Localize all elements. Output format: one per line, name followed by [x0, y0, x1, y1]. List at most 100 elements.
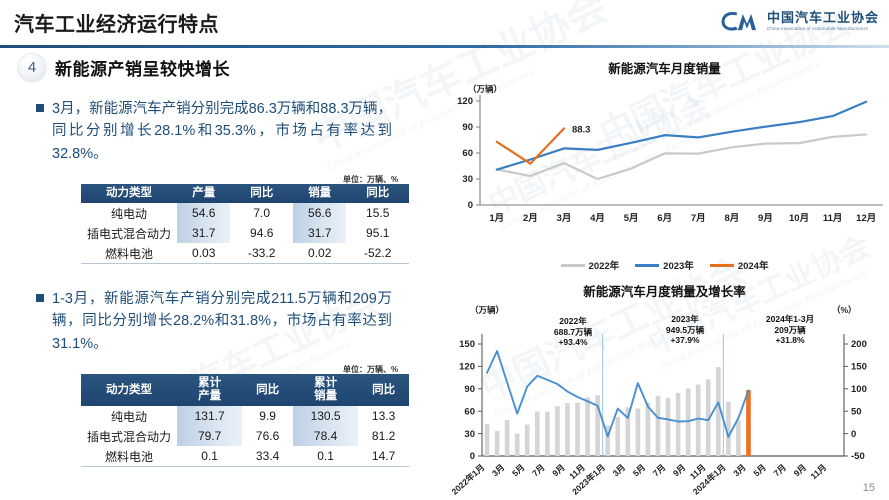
- svg-text:11月: 11月: [823, 213, 843, 224]
- table-header-row: 动力类型 累计 产量 同比 累计 销量 同比: [81, 374, 409, 407]
- svg-text:120: 120: [459, 362, 475, 373]
- logo-text-cn: 中国汽车工业协会: [766, 9, 879, 25]
- ann-title: 2024年1-3月: [765, 314, 815, 324]
- cell-production-yoy: 7.0: [253, 206, 271, 221]
- table-row: 燃料电池 0.03 -33.2 0.02 -52.2: [81, 243, 409, 265]
- svg-text:2月: 2月: [523, 213, 538, 224]
- th-production: 产量: [177, 184, 231, 204]
- table-cumulative: 动力类型 累计 产量 同比 累计 销量 同比 纯电动 131.7: [81, 374, 409, 468]
- cell-production-yoy: 33.4: [242, 446, 293, 468]
- th-line1: 累计: [314, 377, 338, 389]
- th-line1: 累计: [198, 377, 222, 389]
- svg-text:9月: 9月: [671, 462, 688, 478]
- svg-text:-50: -50: [851, 451, 865, 462]
- legend-swatch-2023: [635, 263, 660, 267]
- caam-logo: 中国汽车工业协会 China Association of Automobile…: [719, 8, 879, 34]
- left-content: 3月，新能源汽车产销分别完成86.3万辆和88.3万辆，同比分别增长28.1%和…: [0, 90, 440, 500]
- svg-text:120: 120: [457, 96, 473, 107]
- cell-production: 0.1: [177, 446, 243, 468]
- chart-2-annotation-2022: 2022年 688.7万辆 +93.4%: [518, 316, 628, 348]
- th-production-yoy: 同比: [242, 374, 293, 407]
- cell-production: 0.03: [177, 243, 231, 265]
- unit-label-2: 单位：万辆、%: [343, 365, 399, 374]
- bullet-square-icon: [36, 104, 44, 112]
- svg-text:150: 150: [851, 362, 867, 373]
- svg-text:100: 100: [851, 384, 867, 395]
- page-number: 15: [862, 482, 875, 494]
- svg-text:9月: 9月: [550, 462, 567, 478]
- cell-type: 插电式混合动力: [86, 226, 171, 241]
- th-sales: 销量: [292, 184, 347, 204]
- section-number-badge: 4: [18, 53, 46, 81]
- chart-1-legend: 2022年 2023年 2024年: [440, 258, 889, 272]
- header-divider: [0, 45, 889, 48]
- legend-item-2024: 2024年: [709, 258, 769, 272]
- section-title: 新能源产销呈较快增长: [55, 59, 230, 79]
- ann-line2: 209万辆: [774, 324, 806, 335]
- cell-sales: 31.7: [292, 223, 347, 244]
- th-production-yoy: 同比: [230, 184, 293, 204]
- unit-label-1: 单位：万辆、%: [343, 175, 399, 184]
- chart-2-y-unit-left: （万辆）: [470, 305, 505, 315]
- caam-logo-icon: [721, 11, 757, 31]
- legend-item-2023: 2023年: [635, 258, 694, 272]
- svg-text:9月: 9月: [758, 213, 773, 224]
- cell-sales: 78.4: [292, 426, 359, 447]
- cell-production: 54.6: [177, 203, 231, 224]
- svg-text:88.3: 88.3: [572, 124, 591, 135]
- svg-text:12月: 12月: [856, 213, 876, 224]
- table-row: 燃料电池 0.1 33.4 0.1 14.7: [81, 446, 409, 468]
- cell-sales: 56.6: [292, 203, 347, 224]
- svg-text:6月: 6月: [657, 213, 672, 224]
- cell-sales-yoy: -52.2: [346, 243, 409, 265]
- ann-line3: +37.9%: [670, 335, 700, 346]
- chart-2-y-unit-right: （%）: [832, 305, 857, 315]
- svg-text:7月: 7月: [530, 462, 547, 478]
- cell-sales: 130.5: [292, 406, 359, 427]
- table-header-row: 动力类型 产量 同比 销量 同比: [81, 184, 409, 204]
- cell-type: 插电式混合动力: [86, 429, 171, 444]
- chart-2-annotation-2024: 2024年1-3月 209万辆 +31.8%: [730, 314, 850, 346]
- svg-text:3月: 3月: [611, 462, 628, 478]
- ann-title: 2022年: [559, 316, 587, 326]
- svg-text:3月: 3月: [731, 462, 748, 478]
- svg-text:7月: 7月: [691, 213, 706, 224]
- svg-text:90: 90: [464, 384, 475, 395]
- chart-1-canvas: 0 30 60 90 120 1月 2月 3月 4月 5月 6月 7月 8月 9月 10月 11月 12月 88.…: [457, 95, 883, 224]
- ann-line2: 949.5万辆: [665, 324, 705, 335]
- legend-label-2024: 2024年: [737, 261, 769, 272]
- legend-label-2022: 2022年: [588, 261, 620, 272]
- cell-sales-yoy: 81.2: [371, 429, 396, 444]
- cell-sales: 0.1: [292, 446, 359, 468]
- cell-production-yoy: 94.6: [250, 226, 274, 241]
- chart-2-title: 新能源汽车月度销量及增长率: [583, 285, 746, 299]
- cell-production: 79.7: [177, 426, 243, 447]
- chart-1-y-unit: （万辆）: [468, 84, 503, 94]
- legend-swatch-2024: [709, 263, 734, 267]
- page-title: 汽车工业经济运行特点: [14, 14, 219, 36]
- right-content: 新能源汽车月度销量 （万辆） 0 30 60 90 120 1月 2月 3月 4月 5月 6月 7月 8…: [440, 48, 889, 500]
- section-heading: 4 新能源产销呈较快增长: [18, 53, 230, 81]
- svg-text:0: 0: [851, 429, 856, 440]
- svg-text:200: 200: [851, 339, 867, 350]
- svg-text:8月: 8月: [724, 213, 739, 224]
- ann-line3: +93.4%: [558, 337, 588, 348]
- bullet-square-icon: [36, 294, 44, 302]
- svg-text:9月: 9月: [792, 462, 809, 478]
- svg-text:3月: 3月: [490, 462, 507, 478]
- bullet-item-1: 3月，新能源汽车产销分别完成86.3万辆和88.3万辆，同比分别增长28.1%和…: [36, 98, 392, 165]
- ann-line3: +31.8%: [775, 335, 805, 346]
- cell-production-yoy: 9.9: [259, 409, 276, 424]
- cell-sales-yoy: 15.5: [366, 206, 390, 221]
- svg-text:7月: 7月: [651, 462, 668, 478]
- svg-text:1月: 1月: [489, 213, 504, 224]
- cell-production-yoy: -33.2: [230, 243, 293, 265]
- legend-swatch-2022: [560, 263, 585, 267]
- table-row: 纯电动 131.7 9.9 130.5 13.3: [81, 406, 409, 427]
- th-line2: 产量: [198, 390, 222, 403]
- ann-line2: 688.7万辆: [553, 326, 593, 337]
- bullet-text-1: 3月，新能源汽车产销分别完成86.3万辆和88.3万辆，同比分别增长28.1%和…: [52, 101, 393, 162]
- chart-1: （万辆） 0 30 60 90 120 1月 2月 3月 4月 5月 6月 7月 8月 9月 10月 11月 1…: [440, 77, 889, 262]
- cell-type: 纯电动: [110, 409, 147, 424]
